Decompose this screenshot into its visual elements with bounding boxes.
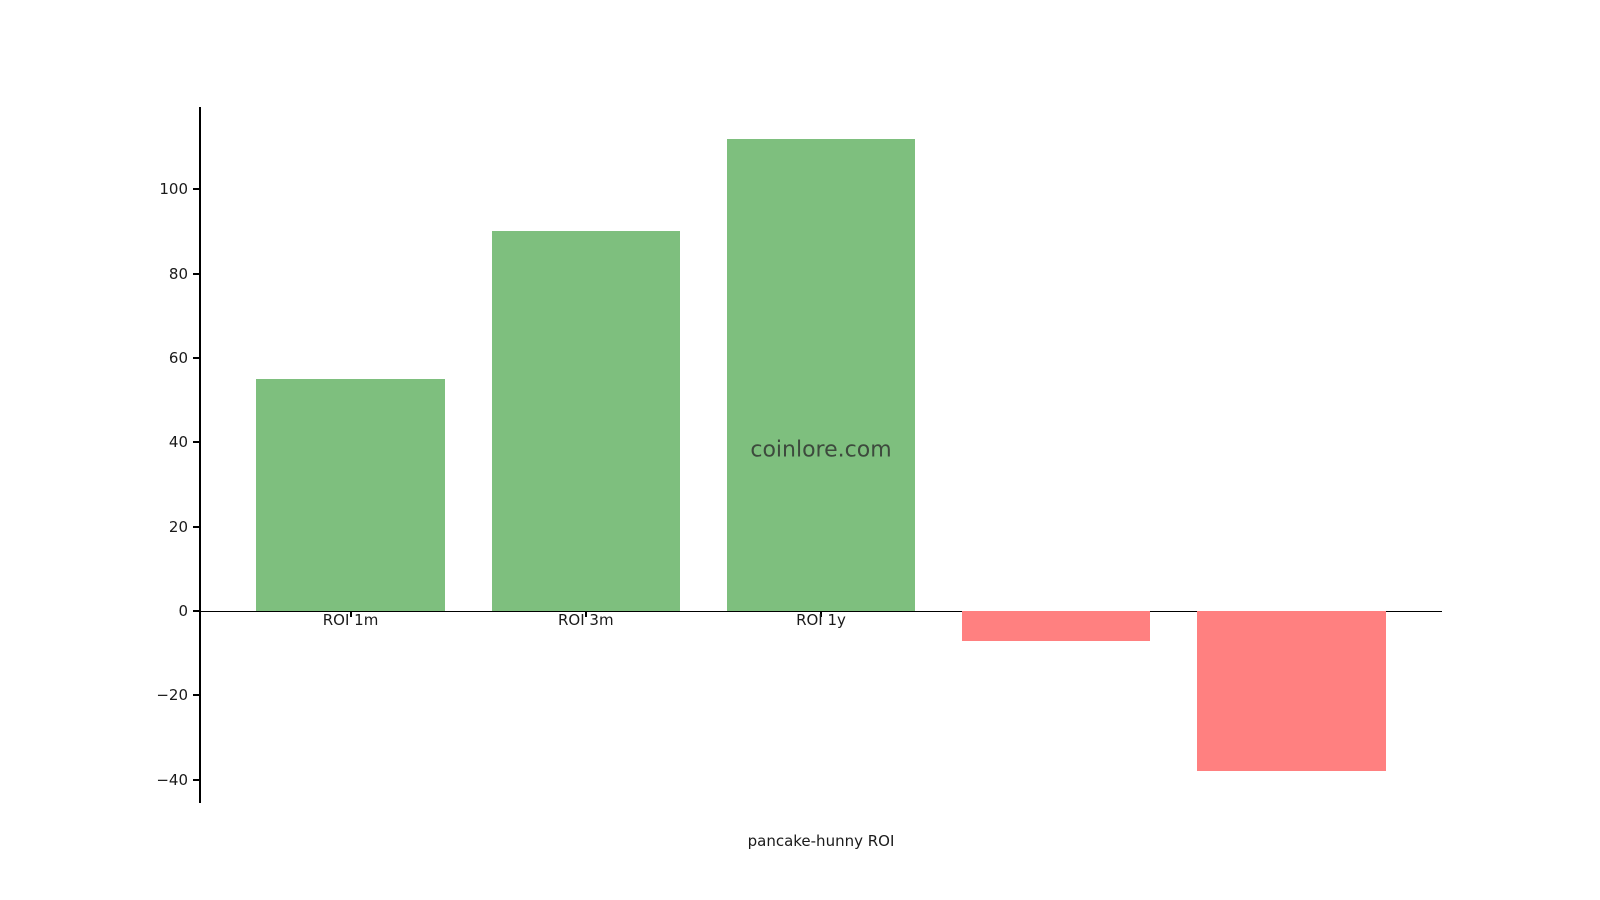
bar-roi-1m [256, 379, 445, 612]
y-tick-mark [193, 525, 199, 528]
y-tick-mark [193, 188, 199, 191]
y-tick-label: −40 [156, 770, 188, 789]
y-tick-label: 100 [159, 180, 188, 199]
watermark-text: coinlore.com [750, 437, 892, 463]
y-tick-label: 60 [168, 348, 188, 367]
y-tick-label: 0 [178, 602, 188, 621]
chart-title: pancake-hunny ROI [747, 832, 895, 850]
x-tick-mark [349, 611, 352, 618]
y-tick-label: −20 [156, 686, 188, 705]
y-tick-mark [193, 694, 199, 697]
y-tick-mark [193, 778, 199, 781]
y-tick-label: 40 [168, 433, 188, 452]
y-tick-mark [193, 610, 199, 613]
x-tick-label: ROI 1m [322, 611, 379, 630]
y-tick-label: 20 [168, 517, 188, 536]
x-tick-mark [584, 611, 587, 618]
y-axis-spine [199, 107, 201, 803]
bar-roi-3m [491, 231, 680, 612]
y-tick-mark [193, 272, 199, 275]
bar-category-4 [962, 611, 1151, 641]
bar-roi-1y [726, 138, 916, 612]
y-tick-mark [193, 441, 199, 444]
y-tick-mark [193, 356, 199, 359]
bar-category-5 [1197, 611, 1386, 772]
x-tick-label: ROI 3m [557, 611, 614, 630]
y-tick-label: 80 [168, 264, 188, 283]
x-tick-mark [820, 611, 822, 618]
x-tick-label: ROI 1y [796, 611, 846, 630]
